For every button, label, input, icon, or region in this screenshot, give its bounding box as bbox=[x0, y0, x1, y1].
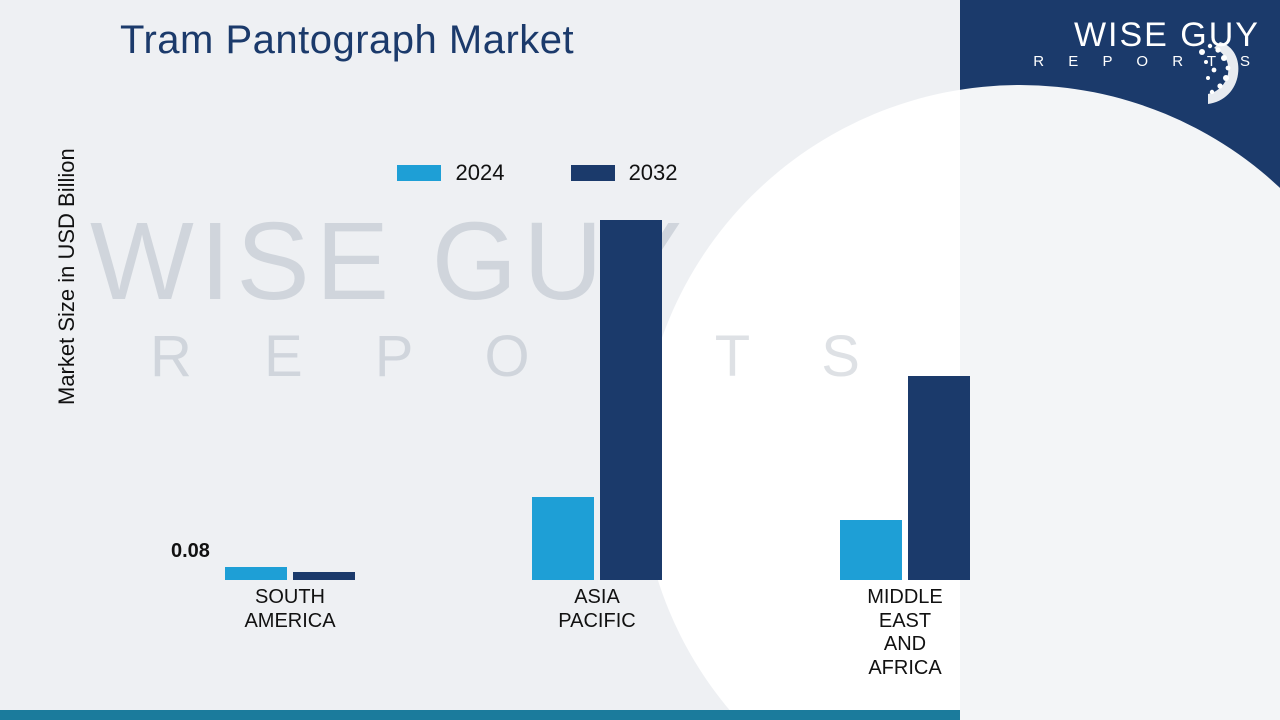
category-label: ASIA PACIFIC bbox=[497, 586, 697, 633]
bar-chart: Market Size in USD Billion 2024 2032 0.0… bbox=[60, 160, 960, 680]
bar-value-label: 0.08 bbox=[171, 540, 210, 563]
bar-2032 bbox=[908, 376, 970, 580]
bar-group: MIDDLE EAST AND AFRICA bbox=[805, 204, 1005, 580]
legend-label-2024: 2024 bbox=[455, 160, 504, 186]
chart-canvas: Tram Pantograph Market WISE GUY R E P O … bbox=[0, 0, 1280, 720]
brand-logo: WISE GUY R E P O R T S bbox=[1033, 18, 1260, 72]
bars-area: 0.08SOUTH AMERICAASIA PACIFICMIDDLE EAST… bbox=[115, 204, 960, 580]
bar-2032 bbox=[293, 572, 355, 580]
bar-group: 0.08SOUTH AMERICA bbox=[190, 204, 390, 580]
brand-head-icon bbox=[1162, 32, 1242, 112]
bar-2024 bbox=[840, 520, 902, 580]
legend-label-2032: 2032 bbox=[629, 160, 678, 186]
category-label: MIDDLE EAST AND AFRICA bbox=[805, 586, 1005, 680]
bottom-accent-bar bbox=[0, 710, 960, 720]
chart-title: Tram Pantograph Market bbox=[120, 18, 574, 63]
legend-swatch-2024 bbox=[397, 165, 441, 181]
legend: 2024 2032 bbox=[115, 160, 960, 187]
legend-swatch-2032 bbox=[571, 165, 615, 181]
bar-pair bbox=[532, 204, 662, 580]
bar-2024 bbox=[532, 497, 594, 580]
category-label: SOUTH AMERICA bbox=[190, 586, 390, 633]
y-axis-label: Market Size in USD Billion bbox=[54, 148, 80, 405]
legend-item-2032: 2032 bbox=[571, 160, 678, 186]
bar-2032 bbox=[600, 220, 662, 580]
bar-pair: 0.08 bbox=[225, 204, 355, 580]
legend-item-2024: 2024 bbox=[397, 160, 504, 186]
bar-group: ASIA PACIFIC bbox=[497, 204, 697, 580]
plot-area: 2024 2032 0.08SOUTH AMERICAASIA PACIFICM… bbox=[115, 160, 960, 580]
bar-pair bbox=[840, 204, 970, 580]
bar-2024 bbox=[225, 567, 287, 580]
